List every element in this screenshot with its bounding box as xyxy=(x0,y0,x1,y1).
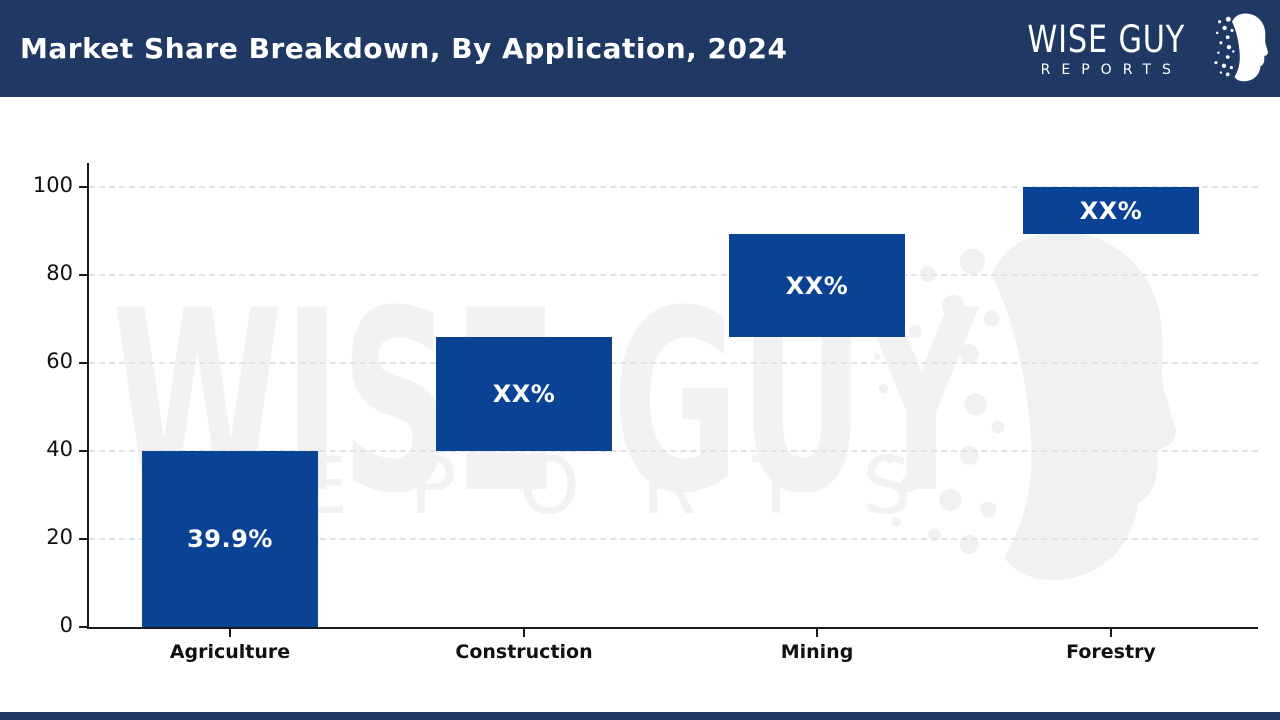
bar-value-label: XX% xyxy=(492,380,556,409)
gridline-100 xyxy=(89,186,1258,188)
y-axis-tick-label: 40 xyxy=(46,437,73,461)
logo-subtext: REPORTS xyxy=(1040,61,1182,78)
bar-construction: XX% xyxy=(436,337,612,452)
x-axis-category-label: Construction xyxy=(455,641,593,663)
gridline-80 xyxy=(89,274,1258,276)
x-axis-category-label: Forestry xyxy=(1066,641,1156,663)
y-axis-tick-label: 60 xyxy=(46,349,73,373)
y-axis-tick-100 xyxy=(79,186,87,188)
y-axis-tick-label: 20 xyxy=(46,525,73,549)
bar-mining: XX% xyxy=(729,234,905,338)
y-axis-tick-0 xyxy=(79,626,87,628)
y-axis-line xyxy=(87,163,89,629)
bar-value-label: XX% xyxy=(1079,196,1143,225)
gridline-60 xyxy=(89,362,1258,364)
page-title: Market Share Breakdown, By Application, … xyxy=(20,32,788,65)
y-axis-tick-label: 80 xyxy=(46,261,73,285)
y-axis-tick-label: 0 xyxy=(59,613,73,637)
bar-agriculture: 39.9% xyxy=(142,451,318,627)
y-axis-tick-40 xyxy=(79,450,87,452)
y-axis-tick-20 xyxy=(79,538,87,540)
bar-value-label: XX% xyxy=(785,271,849,300)
x-axis-tick-0 xyxy=(229,629,231,637)
footer-bar xyxy=(0,712,1280,720)
x-axis-tick-2 xyxy=(816,629,818,637)
x-axis-tick-3 xyxy=(1110,629,1112,637)
bar-value-label: 39.9% xyxy=(187,525,273,554)
x-axis-tick-1 xyxy=(523,629,525,637)
gridline-20 xyxy=(89,538,1258,540)
bar-forestry: XX% xyxy=(1023,187,1199,235)
gridline-40 xyxy=(89,450,1258,452)
logo-head-icon xyxy=(1214,13,1268,82)
y-axis-tick-60 xyxy=(79,362,87,364)
y-axis-tick-label: 100 xyxy=(32,173,73,197)
logo-wordmark-block: WISE GUY REPORTS xyxy=(1010,18,1202,78)
watermark-head-icon xyxy=(873,232,1176,580)
logo-wordmark: WISE GUY xyxy=(1026,18,1185,62)
x-axis-line xyxy=(87,627,1258,629)
x-axis-category-label: Agriculture xyxy=(169,641,291,663)
brand-logo: WISE GUY REPORTS xyxy=(1010,8,1268,90)
x-axis-category-label: Mining xyxy=(780,641,854,663)
y-axis-tick-80 xyxy=(79,274,87,276)
header: Market Share Breakdown, By Application, … xyxy=(0,0,1280,97)
